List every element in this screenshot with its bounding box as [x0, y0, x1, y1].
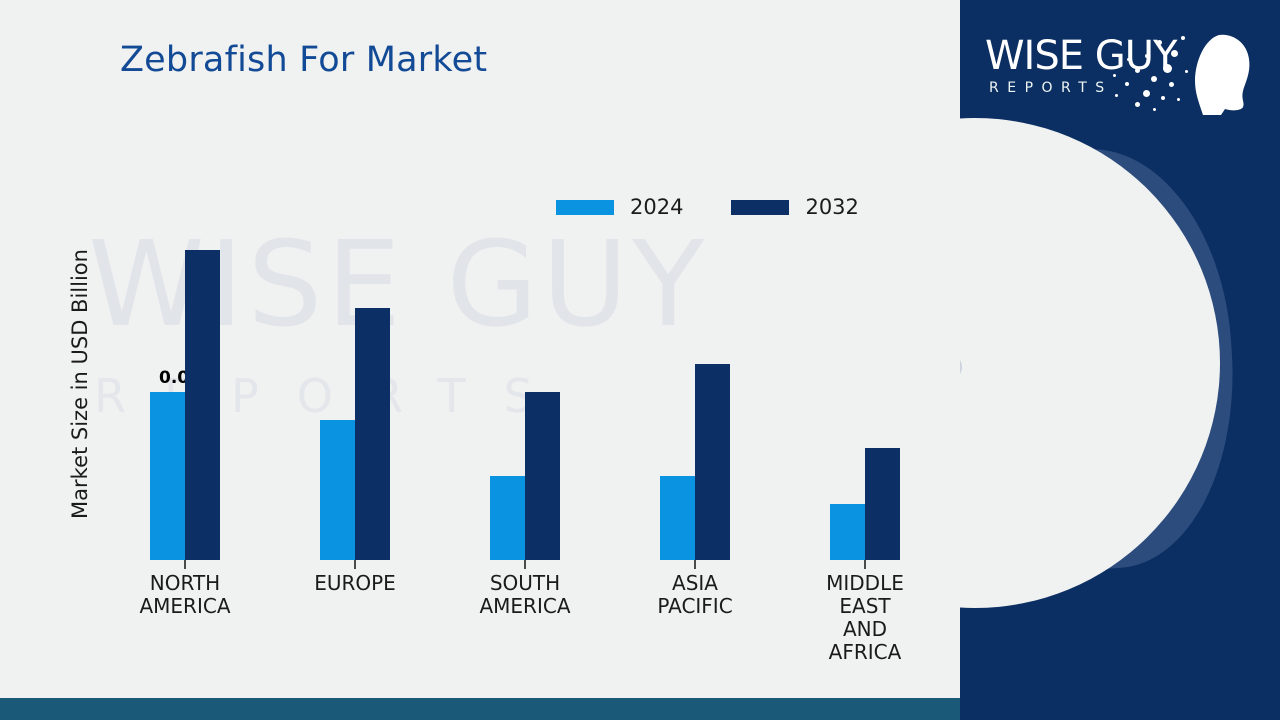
bar-group: EUROPE: [290, 230, 420, 595]
right-navy-panel: [960, 0, 1280, 720]
dot-cloud-decoration: [960, 118, 1220, 608]
logo-dot: [1127, 58, 1130, 61]
bar-2024[interactable]: [150, 392, 185, 560]
x-axis-tick: [184, 560, 186, 569]
wiseguy-logo: WISE GUY REPORTS: [985, 34, 1255, 115]
legend-item-2024[interactable]: 2024: [556, 194, 684, 219]
logo-dot: [1169, 82, 1174, 87]
bar-pair: [630, 230, 760, 560]
logo-dot: [1161, 96, 1165, 100]
bar-2024[interactable]: [830, 504, 865, 560]
category-label: ASIA PACIFIC: [657, 571, 733, 618]
bar-pair: [290, 230, 420, 560]
category-label: NORTH AMERICA: [139, 571, 231, 618]
legend-label-2032: 2032: [805, 194, 859, 219]
bar-pair: [120, 230, 250, 560]
logo-dot: [1125, 82, 1129, 86]
bar-chart: Market Size in USD Billion 2024 2032 0.06…: [68, 196, 930, 664]
category-label: EUROPE: [314, 571, 396, 595]
logo-dot: [1157, 40, 1162, 45]
bar-2032[interactable]: [185, 250, 220, 560]
bar-2032[interactable]: [355, 308, 390, 560]
logo-dot: [1151, 76, 1157, 82]
logo-subtitle: REPORTS: [989, 80, 1113, 96]
bar-2024[interactable]: [660, 476, 695, 560]
logo-dot: [1145, 54, 1149, 58]
x-axis-tick: [524, 560, 526, 569]
logo-dot: [1177, 98, 1180, 101]
logo-dot: [1181, 36, 1185, 40]
plot-area: 0.06 NORTH AMERICA EUROPE SOUTH AMERICA ASIA PA…: [110, 230, 930, 664]
page-title: Zebrafish For Market: [120, 40, 488, 80]
footer-accent-strip: [0, 698, 960, 720]
head-profile-icon: [1195, 34, 1250, 115]
logo-dot: [1143, 90, 1150, 97]
legend-label-2024: 2024: [630, 194, 684, 219]
legend-item-2032[interactable]: 2032: [731, 194, 859, 219]
logo-dot: [1135, 68, 1140, 73]
x-axis-tick: [354, 560, 356, 569]
logo-dot: [1135, 102, 1140, 107]
bar-2032[interactable]: [865, 448, 900, 560]
bar-pair: [800, 230, 930, 560]
logo-dot: [1153, 108, 1156, 111]
bar-2032[interactable]: [695, 364, 730, 560]
legend-swatch-2032: [731, 199, 790, 215]
bar-group: SOUTH AMERICA: [460, 230, 590, 618]
decorative-dot: [960, 354, 962, 380]
legend-swatch-2024: [556, 199, 614, 215]
bar-group: MIDDLE EAST AND AFRICA: [800, 230, 930, 664]
bar-group: 0.06 NORTH AMERICA: [120, 230, 250, 618]
logo-dot: [1113, 74, 1116, 77]
chart-legend: 2024 2032: [556, 196, 859, 218]
logo-dot: [1171, 50, 1178, 57]
bar-group: ASIA PACIFIC: [630, 230, 760, 618]
x-axis-tick: [864, 560, 866, 569]
category-label: SOUTH AMERICA: [479, 571, 571, 618]
bar-2024[interactable]: [490, 476, 525, 560]
logo-dot: [1115, 94, 1118, 97]
x-axis-tick: [694, 560, 696, 569]
logo-dot: [1163, 64, 1172, 73]
bar-2024[interactable]: [320, 420, 355, 560]
logo-dot: [1185, 70, 1188, 73]
category-label: MIDDLE EAST AND AFRICA: [826, 571, 904, 664]
y-axis-label: Market Size in USD Billion: [68, 249, 92, 519]
bar-pair: [460, 230, 590, 560]
bar-2032[interactable]: [525, 392, 560, 560]
